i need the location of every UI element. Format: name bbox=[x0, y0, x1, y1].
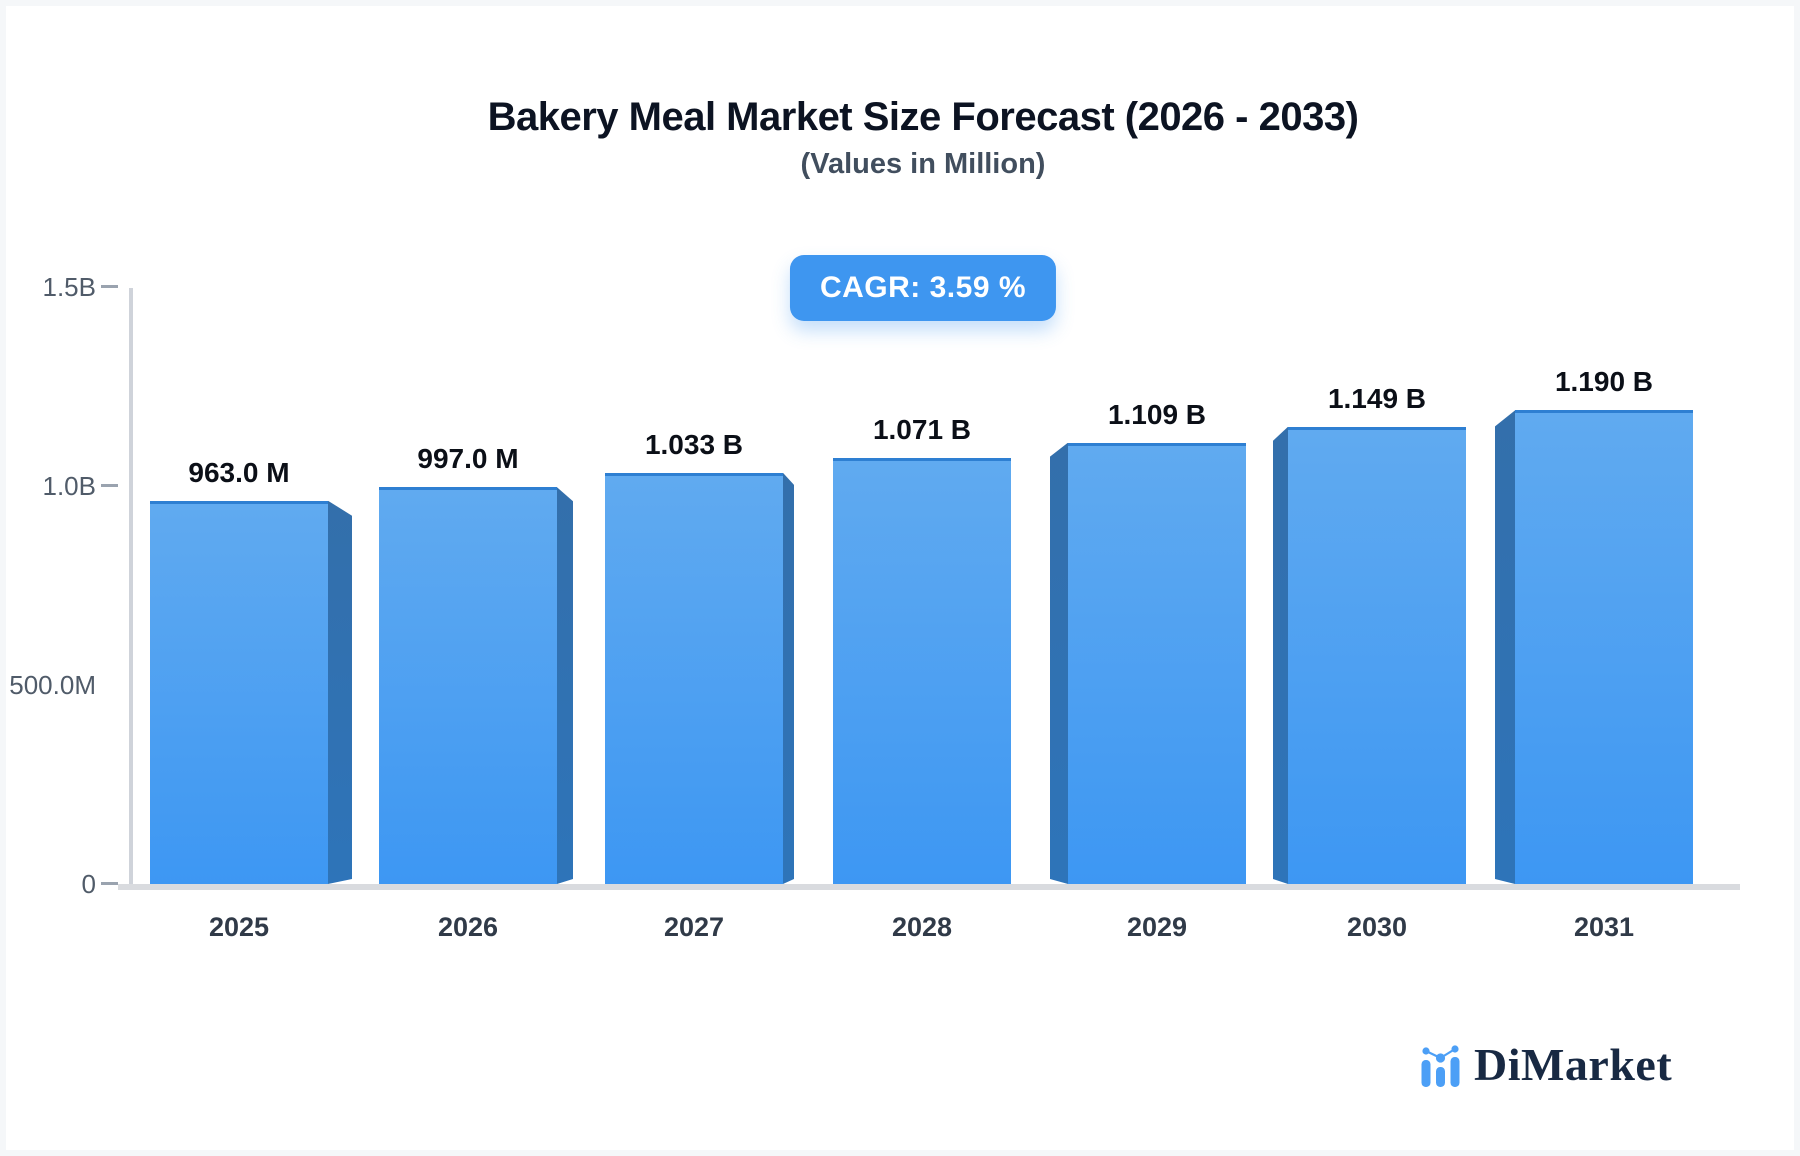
brand-name: DiMarket bbox=[1474, 1039, 1673, 1090]
chart-title: Bakery Meal Market Size Forecast (2026 -… bbox=[487, 95, 1359, 139]
bar-value-label: 1.071 B bbox=[872, 413, 972, 445]
bar-side-face bbox=[328, 501, 352, 884]
bar-side-face bbox=[783, 473, 794, 884]
bar-value-label: 1.149 B bbox=[1327, 382, 1427, 414]
chart-bar bbox=[1288, 426, 1466, 884]
y-tick-label: 1.0B bbox=[42, 471, 97, 501]
bar-value-label: 963.0 M bbox=[188, 456, 290, 488]
bar-side-face bbox=[557, 487, 573, 884]
chart-bar bbox=[379, 487, 557, 884]
x-axis-label: 2026 bbox=[437, 912, 499, 942]
x-axis-label: 2028 bbox=[891, 912, 953, 942]
y-axis-line bbox=[129, 288, 133, 885]
x-axis-label: 2030 bbox=[1346, 912, 1408, 942]
chart-bar bbox=[1068, 442, 1246, 884]
y-tick-mark bbox=[101, 484, 118, 487]
bar-side-face bbox=[1050, 443, 1068, 884]
chart-bar bbox=[605, 472, 783, 884]
chart-bar bbox=[833, 457, 1011, 884]
y-tick-label: 0 bbox=[81, 869, 96, 899]
brand-logo: DiMarket bbox=[1420, 1038, 1672, 1091]
x-axis-label: 2025 bbox=[208, 912, 270, 942]
y-tick-label: 500.0M bbox=[9, 670, 96, 700]
x-axis-label: 2031 bbox=[1573, 912, 1635, 942]
y-tick-mark bbox=[101, 882, 118, 885]
x-axis-label: 2029 bbox=[1126, 912, 1188, 942]
bar-side-face bbox=[1495, 410, 1515, 884]
chart-subtitle: (Values in Million) bbox=[800, 148, 1046, 180]
x-axis-line bbox=[118, 884, 1740, 890]
bar-value-label: 997.0 M bbox=[417, 443, 519, 475]
bar-value-label: 1.190 B bbox=[1554, 366, 1654, 398]
dimarket-bars-icon bbox=[1420, 1043, 1461, 1087]
cagr-badge: CAGR: 3.59 % bbox=[789, 255, 1057, 321]
bar-value-label: 1.033 B bbox=[644, 428, 744, 460]
bar-side-face bbox=[1273, 427, 1288, 884]
bar-value-label: 1.109 B bbox=[1107, 398, 1207, 430]
chart-bar bbox=[1515, 410, 1693, 884]
y-tick-label: 1.5B bbox=[42, 272, 97, 302]
x-axis-label: 2027 bbox=[663, 912, 725, 942]
chart-bar bbox=[150, 500, 328, 884]
y-tick-mark bbox=[101, 285, 118, 288]
